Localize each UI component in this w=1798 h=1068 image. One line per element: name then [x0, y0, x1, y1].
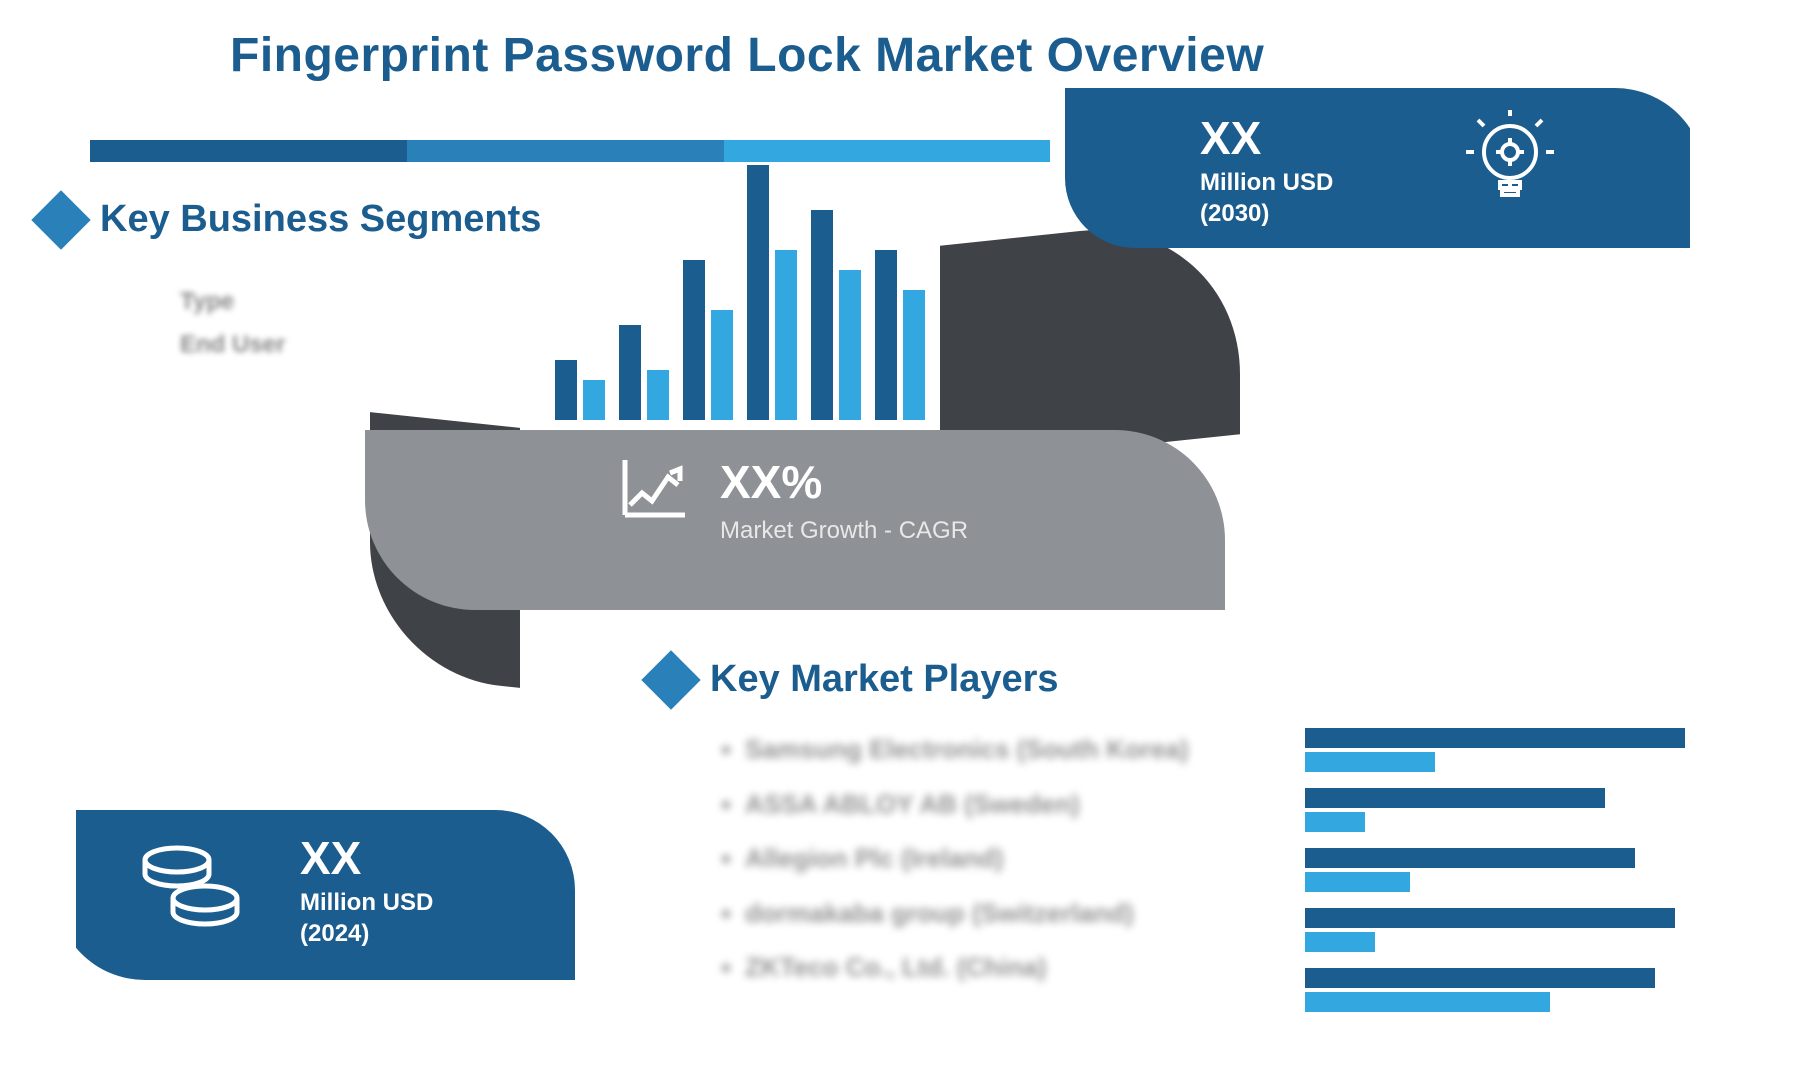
section-segments-label: Key Business Segments	[100, 198, 541, 241]
hbar-a	[1305, 908, 1675, 928]
player-item: ASSA ABLOY AB (Sweden)	[745, 777, 1189, 832]
bar-a	[619, 325, 641, 420]
lightbulb-icon	[1460, 110, 1560, 215]
bar-pair	[555, 360, 605, 420]
bar-b	[839, 270, 861, 420]
bar-a	[555, 360, 577, 420]
trend-chart-icon	[620, 455, 690, 530]
ribbon-shadow-top	[940, 214, 1240, 466]
hbar-row	[1305, 728, 1705, 774]
ribbon-bot-edge	[48, 795, 76, 995]
hbar-row	[1305, 788, 1705, 834]
coins-icon	[135, 830, 255, 945]
value-2024-amount: XX	[300, 835, 433, 881]
bar-a	[875, 250, 897, 420]
bar-pair	[875, 250, 925, 420]
section-players-head: Key Market Players	[650, 658, 1059, 701]
player-item: Samsung Electronics (South Korea)	[745, 722, 1189, 777]
hbar-b	[1305, 752, 1435, 772]
hbar-b	[1305, 992, 1550, 1012]
background-bar-chart	[555, 140, 965, 420]
player-item: dormakaba group (Switzerland)	[745, 886, 1189, 941]
hbar-row	[1305, 968, 1705, 1014]
value-2024-unit: Million USD	[300, 889, 433, 916]
diamond-icon	[641, 650, 700, 709]
bar-pair	[747, 165, 797, 420]
bar-a	[747, 165, 769, 420]
value-2024: XX Million USD (2024)	[300, 835, 433, 949]
growth-percent: XX%	[720, 455, 968, 509]
hbar-a	[1305, 848, 1635, 868]
bar-b	[903, 290, 925, 420]
section-players-label: Key Market Players	[710, 658, 1059, 701]
hbar-b	[1305, 812, 1365, 832]
segment-item: End User	[180, 323, 285, 366]
hbar-b	[1305, 872, 1410, 892]
bar-b	[775, 250, 797, 420]
hbar-b	[1305, 932, 1375, 952]
bar-a	[683, 260, 705, 420]
hbar-a	[1305, 968, 1655, 988]
diamond-icon	[31, 190, 90, 249]
bar-pair	[683, 260, 733, 420]
ribbon-top	[1065, 88, 1705, 248]
value-2030-year: (2030)	[1200, 200, 1269, 227]
bar-pair	[811, 210, 861, 420]
gradient-seg-1	[90, 140, 407, 162]
value-2030: XX Million USD (2030)	[1200, 115, 1333, 229]
players-list: Samsung Electronics (South Korea) ASSA A…	[715, 722, 1189, 995]
value-2030-unit: Million USD	[1200, 169, 1333, 196]
section-segments-head: Key Business Segments	[40, 198, 541, 241]
hbar-a	[1305, 788, 1605, 808]
bar-b	[711, 310, 733, 420]
hbar-row	[1305, 848, 1705, 894]
bar-b	[647, 370, 669, 420]
hbar-a	[1305, 728, 1685, 748]
hbar-row	[1305, 908, 1705, 954]
segments-list: Type End User	[180, 280, 285, 366]
ribbon-top-edge	[1690, 70, 1720, 260]
players-hbar-chart	[1305, 728, 1705, 1014]
growth-label: Market Growth - CAGR	[720, 515, 968, 546]
segment-item: Type	[180, 280, 285, 323]
page-title: Fingerprint Password Lock Market Overvie…	[230, 28, 1264, 83]
value-2024-year: (2024)	[300, 920, 369, 947]
bar-pair	[619, 325, 669, 420]
player-item: Allegion Plc (Ireland)	[745, 831, 1189, 886]
player-item: ZKTeco Co., Ltd. (China)	[745, 940, 1189, 995]
bar-b	[583, 380, 605, 420]
market-growth: XX% Market Growth - CAGR	[620, 455, 968, 546]
value-2030-amount: XX	[1200, 115, 1333, 161]
bar-a	[811, 210, 833, 420]
